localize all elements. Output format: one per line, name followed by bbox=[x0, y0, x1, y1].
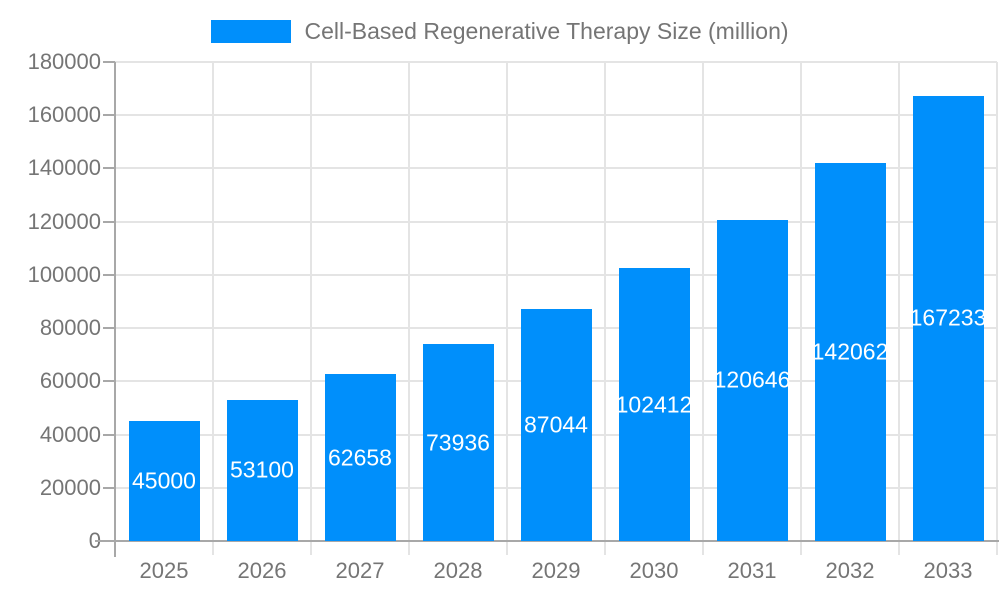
bar-value-label: 45000 bbox=[132, 467, 196, 494]
legend-swatch-icon bbox=[211, 20, 292, 43]
h-gridline bbox=[115, 220, 997, 223]
h-gridline bbox=[115, 114, 997, 117]
h-gridline bbox=[115, 273, 997, 276]
x-tick-label: 2029 bbox=[531, 558, 581, 583]
bar[interactable]: 142062 bbox=[811, 162, 889, 541]
v-gridline bbox=[310, 62, 312, 555]
bar-value-label: 120646 bbox=[713, 366, 791, 393]
v-gridline bbox=[408, 62, 410, 555]
x-tick-label: 2028 bbox=[433, 558, 483, 583]
y-tick-label: 80000 bbox=[39, 315, 101, 341]
legend-series-label: Cell-Based Regenerative Therapy Size (mi… bbox=[304, 18, 789, 44]
bar-value-label: 53100 bbox=[230, 456, 294, 483]
y-axis-tick bbox=[103, 114, 115, 117]
legend-item[interactable]: Cell-Based Regenerative Therapy Size (mi… bbox=[211, 18, 789, 45]
y-axis-tick bbox=[103, 61, 115, 63]
x-tick-label: 2033 bbox=[923, 558, 973, 583]
x-tick-label: 2025 bbox=[139, 558, 189, 583]
y-tick-label: 160000 bbox=[27, 102, 101, 128]
bar[interactable]: 87044 bbox=[520, 309, 592, 541]
v-gridline bbox=[506, 62, 508, 555]
x-tick-label: 2031 bbox=[727, 558, 777, 583]
y-tick-label: 0 bbox=[88, 528, 101, 553]
y-tick-label: 120000 bbox=[27, 208, 101, 234]
x-tick-label: 2027 bbox=[335, 558, 385, 583]
y-axis-tick bbox=[103, 433, 115, 436]
y-tick-label: 180000 bbox=[27, 49, 101, 74]
y-axis-line bbox=[114, 62, 116, 557]
bar-value-label: 167233 bbox=[909, 304, 987, 331]
legend: Cell-Based Regenerative Therapy Size (mi… bbox=[0, 18, 1000, 45]
bar[interactable]: 102412 bbox=[615, 268, 693, 541]
y-axis-tick bbox=[103, 380, 115, 383]
y-tick-label: 100000 bbox=[27, 261, 101, 287]
v-gridline bbox=[898, 62, 900, 555]
bar-value-label: 87044 bbox=[524, 411, 588, 438]
v-gridline bbox=[604, 62, 606, 555]
bar[interactable]: 167233 bbox=[909, 95, 987, 541]
bar-value-label: 142062 bbox=[811, 338, 889, 365]
v-gridline bbox=[996, 62, 998, 555]
y-tick-label: 20000 bbox=[39, 474, 101, 500]
y-axis-tick bbox=[103, 167, 115, 170]
bar[interactable]: 62658 bbox=[324, 374, 396, 541]
x-tick-label: 2026 bbox=[237, 558, 287, 583]
y-tick-label: 40000 bbox=[39, 421, 101, 447]
bar-value-label: 62658 bbox=[328, 444, 392, 471]
bar-value-label: 73936 bbox=[426, 429, 490, 456]
bar[interactable]: 73936 bbox=[422, 344, 494, 541]
y-axis-tick bbox=[103, 273, 115, 276]
y-axis-tick bbox=[103, 220, 115, 223]
bar[interactable]: 45000 bbox=[128, 421, 200, 541]
bar[interactable]: 53100 bbox=[226, 399, 298, 541]
v-gridline bbox=[212, 62, 214, 555]
bar[interactable]: 120646 bbox=[713, 219, 791, 541]
v-gridline bbox=[702, 62, 704, 555]
y-axis-tick bbox=[103, 486, 115, 489]
y-tick-label: 60000 bbox=[39, 368, 101, 394]
h-gridline bbox=[115, 61, 997, 63]
y-tick-label: 140000 bbox=[27, 155, 101, 181]
y-axis-tick bbox=[103, 327, 115, 330]
v-gridline bbox=[800, 62, 802, 555]
bar-value-label: 102412 bbox=[615, 391, 693, 418]
x-axis-baseline bbox=[95, 540, 999, 542]
x-tick-label: 2032 bbox=[825, 558, 875, 583]
x-tick-label: 2030 bbox=[629, 558, 679, 583]
h-gridline bbox=[115, 167, 997, 170]
